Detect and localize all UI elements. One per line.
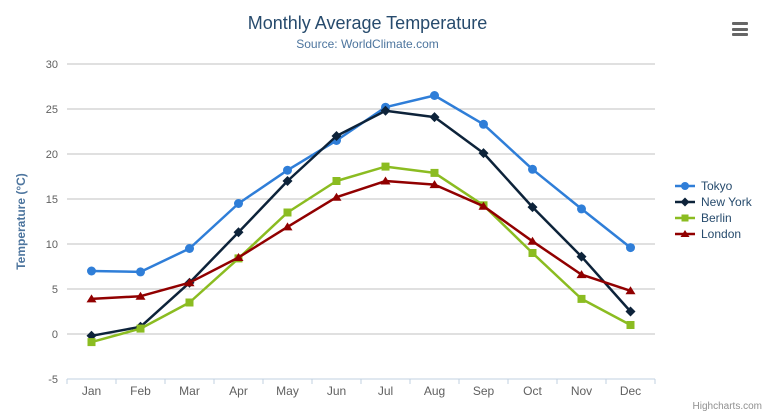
data-point-marker[interactable] bbox=[331, 131, 342, 141]
legend-label: Berlin bbox=[701, 211, 732, 225]
data-point-marker[interactable] bbox=[577, 204, 586, 214]
data-point-marker[interactable] bbox=[233, 253, 244, 261]
data-point-marker[interactable] bbox=[380, 105, 391, 116]
series-line-tokyo[interactable] bbox=[90, 94, 632, 274]
data-point-marker[interactable] bbox=[331, 192, 342, 201]
data-point-marker[interactable] bbox=[234, 199, 243, 208]
series-tokyo[interactable] bbox=[87, 91, 635, 277]
hamburger-menu-icon bbox=[732, 33, 748, 36]
x-axis-tick-label: Dec bbox=[620, 384, 641, 398]
hamburger-menu-icon bbox=[732, 22, 748, 25]
x-axis-tick-label: Jul bbox=[378, 384, 393, 398]
data-point-marker[interactable] bbox=[528, 249, 537, 257]
export-menu-button[interactable] bbox=[732, 22, 748, 36]
data-point-marker[interactable] bbox=[429, 112, 440, 123]
series-line-london[interactable] bbox=[90, 179, 632, 301]
data-point-marker[interactable] bbox=[185, 298, 194, 307]
data-point-marker[interactable] bbox=[681, 182, 689, 190]
legend-label: Tokyo bbox=[701, 179, 733, 193]
y-axis-tick-label: 30 bbox=[46, 59, 58, 71]
legend-label: London bbox=[701, 227, 742, 241]
legend-item-tokyo[interactable]: Tokyo bbox=[674, 178, 752, 194]
x-axis-tick-label: Aug bbox=[424, 384, 445, 398]
x-axis-tick-label: Oct bbox=[523, 384, 542, 398]
y-axis-tick-label: -5 bbox=[48, 374, 58, 386]
data-point-marker[interactable] bbox=[282, 176, 293, 186]
legend-marker-triangle-icon bbox=[675, 230, 695, 237]
credits-link[interactable]: Highcharts.com bbox=[692, 401, 762, 412]
data-point-marker[interactable] bbox=[282, 222, 293, 231]
data-point-marker[interactable] bbox=[527, 236, 538, 245]
data-point-marker[interactable] bbox=[478, 148, 489, 159]
data-point-marker[interactable] bbox=[680, 197, 690, 207]
data-point-marker[interactable] bbox=[527, 202, 538, 213]
legend-item-london[interactable]: London bbox=[674, 226, 752, 242]
data-point-marker[interactable] bbox=[479, 119, 488, 129]
series-line-berlin[interactable] bbox=[90, 165, 632, 344]
data-point-marker[interactable] bbox=[87, 266, 96, 276]
y-axis-tick-label: 15 bbox=[46, 194, 58, 206]
x-axis-tick-label: Mar bbox=[179, 384, 200, 398]
x-axis-tick-label: Jan bbox=[82, 384, 101, 398]
legend-marker-diamond-icon bbox=[675, 197, 695, 207]
x-axis-tick-label: Sep bbox=[473, 384, 495, 398]
data-point-marker[interactable] bbox=[381, 162, 390, 171]
data-point-marker[interactable] bbox=[87, 338, 96, 347]
y-axis-title: Temperature (°C) bbox=[14, 173, 28, 270]
data-point-marker[interactable] bbox=[283, 208, 292, 217]
y-axis-tick-label: 25 bbox=[46, 104, 58, 116]
data-point-marker[interactable] bbox=[528, 164, 537, 174]
data-point-marker[interactable] bbox=[576, 270, 587, 279]
data-point-marker[interactable] bbox=[136, 267, 145, 277]
data-point-marker[interactable] bbox=[576, 251, 587, 262]
chart-legend: Tokyo New York Berlin London bbox=[674, 178, 752, 242]
chart-title: Monthly Average Temperature bbox=[247, 13, 488, 33]
data-point-marker[interactable] bbox=[86, 294, 97, 303]
legend-item-berlin[interactable]: Berlin bbox=[674, 210, 752, 226]
x-axis-tick-label: Nov bbox=[571, 384, 592, 398]
legend-label: New York bbox=[701, 195, 752, 209]
data-point-marker[interactable] bbox=[332, 177, 341, 185]
data-point-marker[interactable] bbox=[283, 165, 292, 175]
hamburger-menu-icon bbox=[732, 27, 748, 31]
legend-marker-circle-icon bbox=[675, 182, 695, 190]
series-london[interactable] bbox=[86, 176, 636, 303]
data-point-marker[interactable] bbox=[184, 278, 195, 287]
data-point-marker[interactable] bbox=[380, 176, 391, 185]
data-point-marker[interactable] bbox=[681, 214, 689, 222]
data-point-marker[interactable] bbox=[429, 180, 440, 189]
chart-subtitle: Source: WorldClimate.com bbox=[296, 37, 439, 51]
data-point-marker[interactable] bbox=[136, 324, 145, 333]
legend-marker-square-icon bbox=[675, 214, 695, 222]
data-point-marker[interactable] bbox=[430, 91, 439, 100]
data-point-marker[interactable] bbox=[625, 286, 636, 295]
data-point-marker[interactable] bbox=[430, 168, 439, 177]
data-point-marker[interactable] bbox=[185, 244, 194, 253]
data-point-marker[interactable] bbox=[577, 294, 586, 303]
series-new-york[interactable] bbox=[86, 105, 636, 341]
y-axis-tick-label: 5 bbox=[52, 284, 58, 296]
legend-item-new-york[interactable]: New York bbox=[674, 194, 752, 210]
data-point-marker[interactable] bbox=[233, 227, 244, 238]
y-axis-tick-label: 20 bbox=[46, 149, 58, 161]
data-point-marker[interactable] bbox=[478, 201, 489, 210]
y-axis-tick-label: 0 bbox=[52, 329, 58, 341]
series-line-new-york[interactable] bbox=[90, 109, 632, 338]
data-point-marker[interactable] bbox=[135, 291, 146, 300]
x-axis-tick-label: Jun bbox=[327, 384, 346, 398]
data-point-marker[interactable] bbox=[626, 321, 635, 329]
x-axis-tick-label: Feb bbox=[130, 384, 151, 398]
data-point-marker[interactable] bbox=[680, 230, 690, 237]
data-point-marker[interactable] bbox=[626, 243, 635, 253]
x-axis-tick-label: Apr bbox=[229, 384, 248, 398]
data-point-marker[interactable] bbox=[625, 306, 636, 317]
y-axis-tick-label: 10 bbox=[46, 239, 58, 251]
x-axis-tick-label: May bbox=[276, 384, 299, 398]
